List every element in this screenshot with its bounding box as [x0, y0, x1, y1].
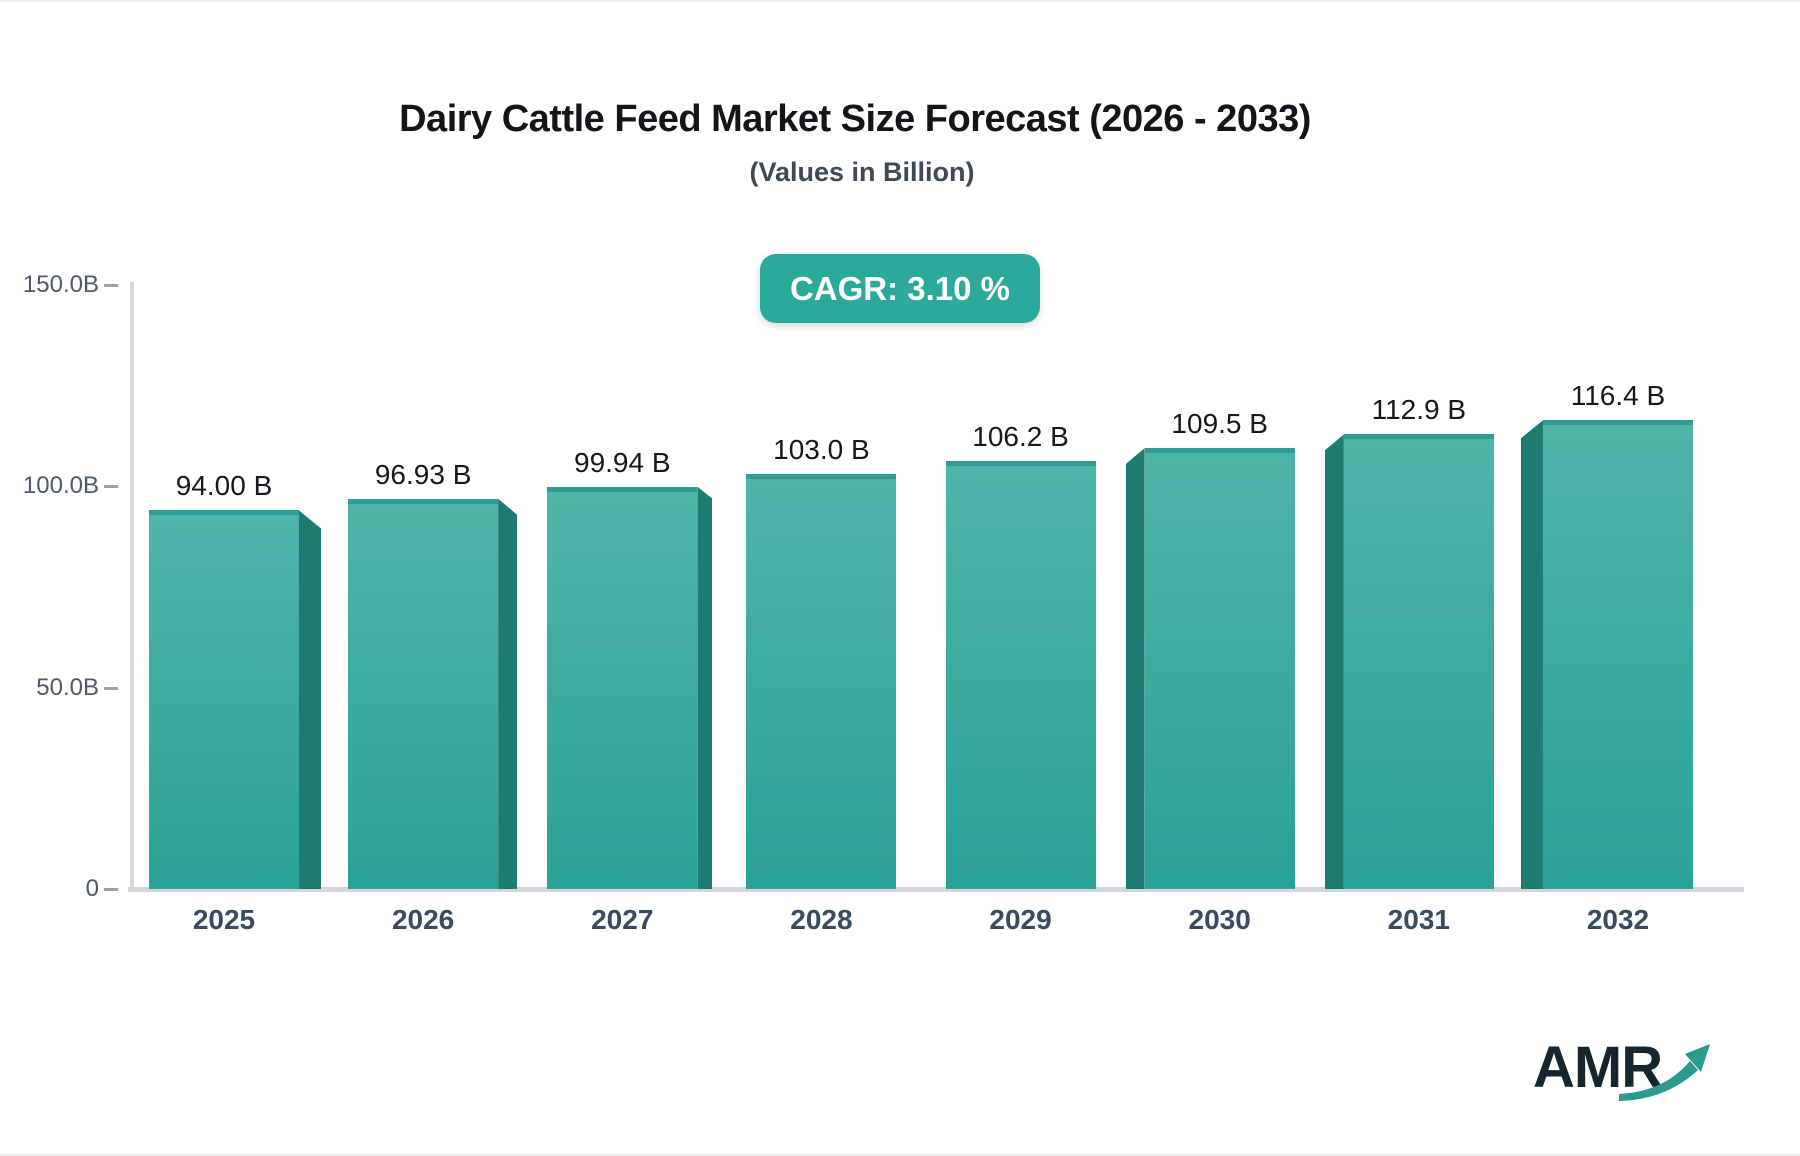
bar-value-label: 103.0 B	[773, 434, 870, 466]
x-tick-label: 2025	[192, 904, 256, 935]
amr-logo-text: AMR	[1533, 1035, 1663, 1100]
x-tick-label: 2032	[1586, 904, 1650, 935]
y-tick-label: 150.0B	[22, 271, 99, 298]
y-tick-dash	[104, 686, 118, 690]
bar-face	[547, 486, 698, 889]
y-axis-line	[130, 282, 134, 892]
bar-value-label: 112.9 B	[1371, 394, 1467, 426]
x-tick-label: 2030	[1188, 904, 1251, 935]
y-tick-dash	[104, 284, 118, 287]
x-tick-label: 2031	[1387, 904, 1450, 935]
page-title: Dairy Cattle Feed Market Size Forecast (…	[399, 98, 1311, 140]
y-tick-label: 50.0B	[36, 673, 99, 701]
bar-side	[697, 486, 713, 889]
x-tick-label: 2029	[989, 904, 1052, 935]
bar-value-label: 99.94 B	[574, 446, 671, 478]
y-tick-dash	[104, 485, 118, 489]
amr-logo: AMR	[1533, 1034, 1723, 1114]
y-tick-label: 0	[85, 875, 99, 902]
bar-face	[1542, 420, 1693, 889]
y-tick-dash	[104, 888, 118, 891]
bar-face	[1343, 434, 1494, 889]
bar-face	[1144, 448, 1295, 889]
bar-face	[746, 474, 897, 889]
bar-value-label: 116.4 B	[1570, 380, 1666, 412]
trending-up-arrow-icon	[1619, 1044, 1710, 1101]
x-axis-line	[128, 887, 1744, 892]
bar-value-label: 94.00 B	[175, 470, 273, 502]
bar-side	[1520, 420, 1543, 889]
x-tick-label: 2026	[391, 904, 455, 935]
bar-face	[348, 498, 499, 889]
bar-face	[149, 510, 299, 889]
cagr-badge-label: CAGR: 3.10 %	[789, 269, 1011, 307]
bar-side	[498, 498, 518, 889]
bar-value-label: 106.2 B	[972, 421, 1069, 453]
bar-value-label: 96.93 B	[374, 458, 472, 490]
bar-side	[299, 510, 321, 889]
bar-value-label: 109.5 B	[1171, 408, 1268, 440]
x-tick-label: 2028	[790, 904, 853, 935]
cagr-badge: CAGR: 3.10 %	[759, 254, 1041, 323]
bar-side	[1125, 448, 1145, 889]
page-subtitle: (Values in Billion)	[749, 157, 975, 187]
y-tick-label: 100.0B	[22, 472, 99, 500]
x-tick-label: 2027	[591, 904, 654, 935]
bar-side	[1324, 434, 1344, 889]
bar-face	[945, 461, 1096, 889]
